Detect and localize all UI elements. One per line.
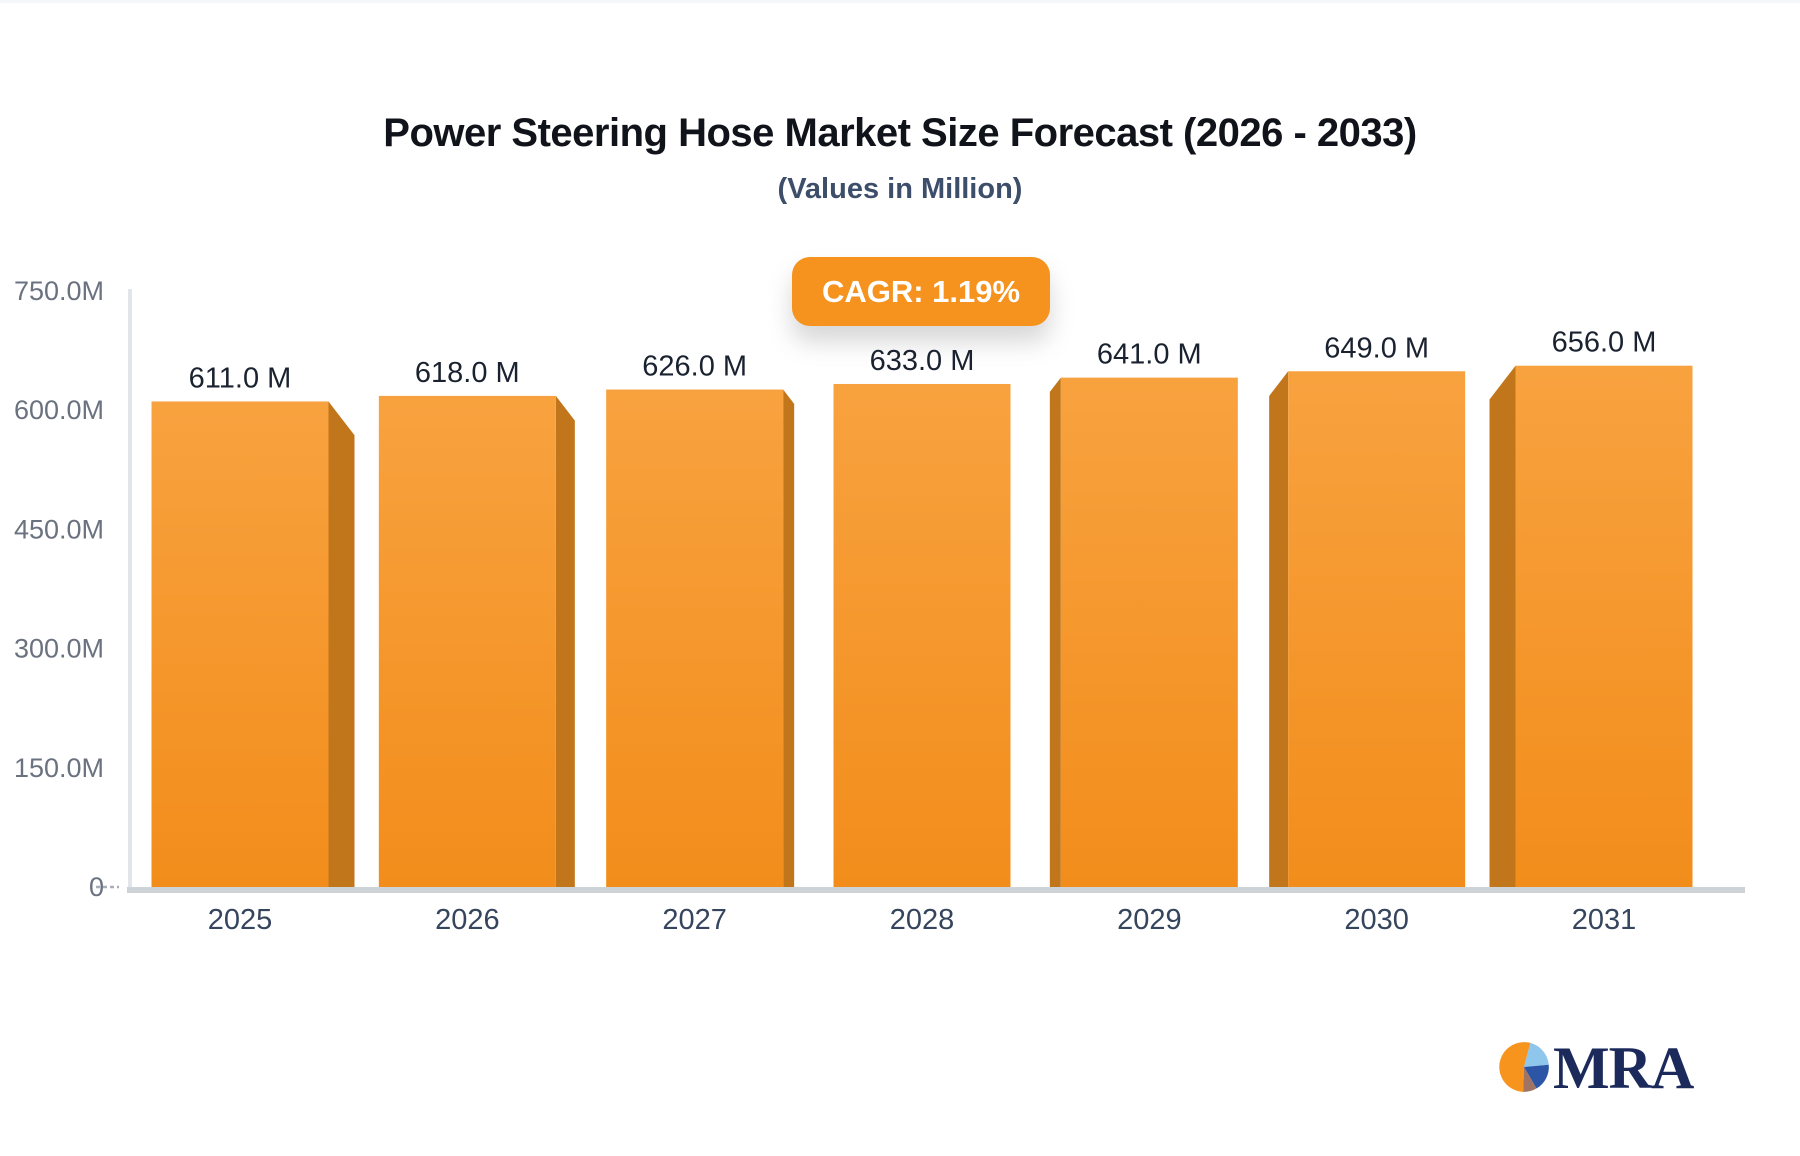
bar-value-label: 649.0 M [1324, 332, 1429, 364]
bar-group-2030: 649.0 M 2030 [1269, 332, 1466, 936]
bar-3d-side [1269, 371, 1289, 887]
cagr-badge: CAGR: 1.19% [792, 257, 1050, 326]
y-tick-label-150.0M: 150.0M [14, 753, 104, 783]
bar-face [378, 395, 556, 887]
bar-face [151, 401, 329, 887]
bar-value-label: 611.0 M [189, 362, 292, 394]
x-tick-label-2030: 2030 [1344, 904, 1409, 936]
bar-value-label: 626.0 M [642, 351, 747, 383]
bar-3d-side [1049, 377, 1061, 887]
x-tick-label-2029: 2029 [1117, 904, 1182, 936]
bar-group-2025: 611.0 M 2025 [151, 362, 355, 936]
bar-value-label: 656.0 M [1552, 327, 1657, 359]
cagr-badge-label: CAGR: 1.19% [821, 273, 1021, 309]
x-tick-label-2027: 2027 [662, 904, 727, 936]
bar-face [833, 383, 1011, 887]
bar-3d-side [328, 401, 355, 887]
brand-logo-text: MRA [1553, 1035, 1694, 1101]
chart-subtitle: (Values in Million) [777, 173, 1023, 205]
x-tick-label-2026: 2026 [435, 904, 500, 936]
bar-3d-side [555, 395, 575, 887]
y-tick-label-300.0M: 300.0M [14, 634, 104, 664]
y-tick-label-600.0M: 600.0M [14, 395, 104, 425]
y-tick-label-450.0M: 450.0M [14, 514, 104, 544]
bar-group-2027: 626.0 M 2027 [606, 351, 795, 936]
y-tick-label-750.0M: 750.0M [14, 276, 104, 306]
brand-logo: MRA [1497, 1033, 1694, 1103]
bar-face [1515, 365, 1693, 887]
bar-value-label: 633.0 M [870, 345, 975, 377]
bar-3d-side [783, 389, 795, 887]
bar-face [606, 389, 784, 887]
x-tick-label-2028: 2028 [890, 904, 955, 936]
x-tick-label-2025: 2025 [208, 904, 273, 936]
pie-chart-logo-icon [1499, 1042, 1549, 1092]
bar-group-2029: 641.0 M 2029 [1049, 339, 1238, 936]
bar-group-2031: 656.0 M 2031 [1489, 327, 1693, 936]
bar-face [1060, 377, 1238, 887]
bar-group-2028: 633.0 M 2028 [833, 345, 1011, 936]
x-tick-label-2031: 2031 [1572, 904, 1637, 936]
chart-title: Power Steering Hose Market Size Forecast… [383, 111, 1417, 155]
bar-face [1288, 371, 1466, 887]
bar-value-label: 641.0 M [1097, 339, 1202, 371]
bar-value-label: 618.0 M [415, 357, 520, 389]
bar-group-2026: 618.0 M 2026 [378, 357, 575, 936]
bar-3d-side [1489, 365, 1516, 887]
